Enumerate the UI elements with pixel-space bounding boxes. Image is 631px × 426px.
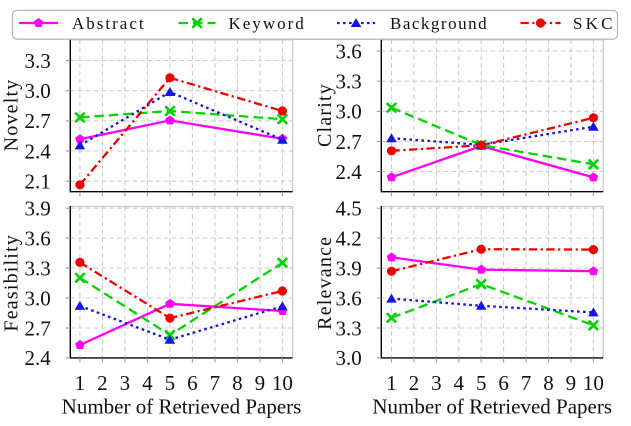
svg-text:3: 3: [120, 371, 131, 395]
svg-text:Number of Retrieved Papers: Number of Retrieved Papers: [372, 395, 612, 419]
svg-text:3.0: 3.0: [336, 346, 362, 370]
svg-text:SKC: SKC: [573, 14, 616, 33]
svg-text:4.5: 4.5: [336, 197, 362, 221]
svg-text:3.3: 3.3: [336, 316, 362, 340]
svg-text:2.4: 2.4: [336, 160, 363, 184]
svg-text:5: 5: [165, 371, 176, 395]
svg-text:3.3: 3.3: [25, 49, 51, 73]
svg-text:3.3: 3.3: [336, 70, 362, 94]
svg-text:2.7: 2.7: [336, 130, 362, 154]
svg-text:9: 9: [255, 371, 266, 395]
svg-text:8: 8: [232, 371, 243, 395]
svg-text:10: 10: [272, 371, 293, 395]
svg-text:Background: Background: [390, 14, 488, 33]
svg-text:Clarity: Clarity: [314, 83, 336, 147]
svg-text:3.0: 3.0: [25, 286, 51, 310]
svg-text:3.0: 3.0: [336, 100, 362, 124]
svg-text:Keyword: Keyword: [229, 14, 306, 33]
svg-text:6: 6: [498, 371, 509, 395]
svg-text:5: 5: [476, 371, 487, 395]
svg-text:3.6: 3.6: [25, 226, 51, 250]
svg-text:3.0: 3.0: [25, 79, 51, 103]
svg-text:9: 9: [566, 371, 577, 395]
svg-text:2.7: 2.7: [25, 109, 51, 133]
svg-text:3.6: 3.6: [336, 39, 362, 63]
svg-text:3.9: 3.9: [25, 197, 51, 221]
svg-text:4: 4: [142, 371, 153, 395]
svg-text:Novelty: Novelty: [0, 79, 22, 152]
svg-text:2.1: 2.1: [25, 170, 51, 194]
svg-text:3: 3: [431, 371, 442, 395]
svg-text:Relevance: Relevance: [314, 236, 336, 330]
svg-text:1: 1: [386, 371, 397, 395]
svg-text:3.6: 3.6: [336, 286, 362, 310]
svg-text:2.4: 2.4: [25, 346, 52, 370]
svg-text:Feasibility: Feasibility: [0, 234, 22, 332]
svg-text:2.4: 2.4: [25, 139, 52, 163]
svg-text:4: 4: [454, 371, 465, 395]
svg-text:7: 7: [521, 371, 532, 395]
svg-text:2: 2: [97, 371, 108, 395]
svg-text:3.3: 3.3: [25, 256, 51, 280]
svg-text:4.2: 4.2: [336, 226, 362, 250]
svg-text:6: 6: [187, 371, 198, 395]
svg-text:8: 8: [543, 371, 554, 395]
svg-text:2.7: 2.7: [25, 316, 51, 340]
svg-text:10: 10: [583, 371, 604, 395]
svg-text:Abstract: Abstract: [72, 14, 146, 33]
svg-text:Number of Retrieved Papers: Number of Retrieved Papers: [62, 395, 302, 419]
svg-text:7: 7: [210, 371, 221, 395]
svg-text:3.9: 3.9: [336, 256, 362, 280]
svg-text:2: 2: [409, 371, 420, 395]
svg-text:1: 1: [75, 371, 86, 395]
